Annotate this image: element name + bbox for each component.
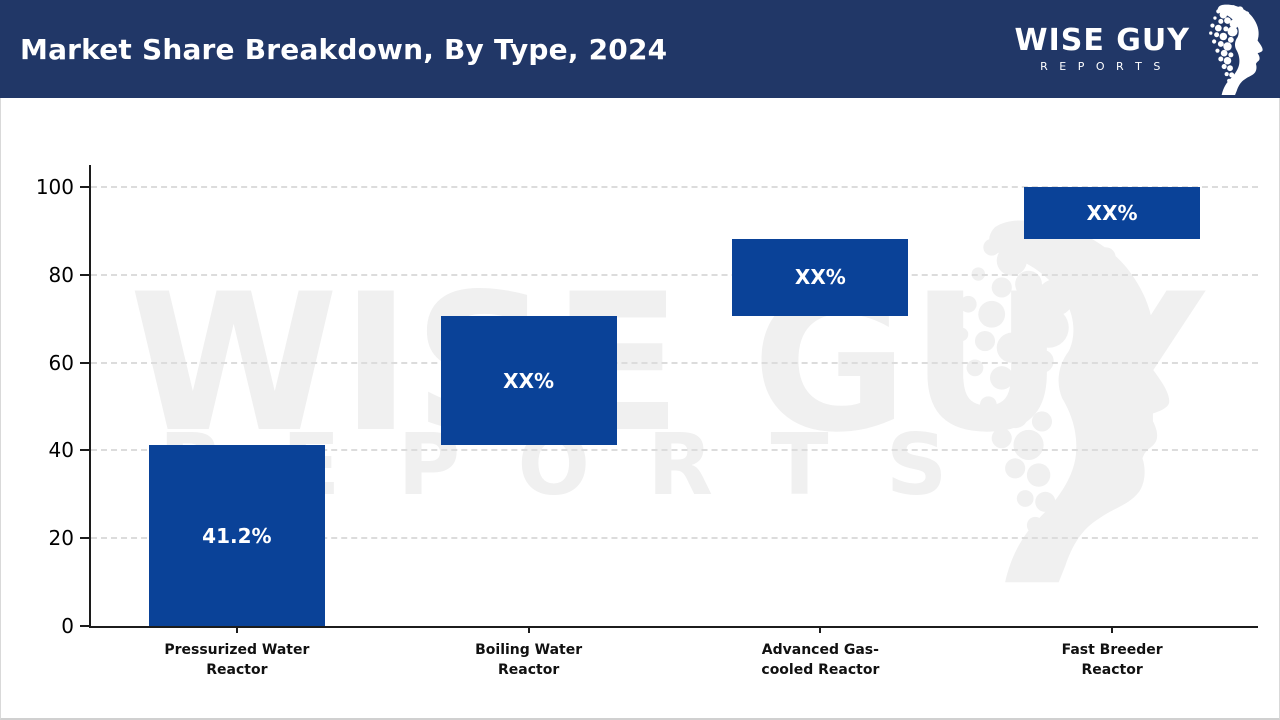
y-axis-tick-60 — [80, 361, 89, 364]
bar-segment-3: XX% — [732, 238, 909, 317]
y-axis-tick-20 — [80, 537, 89, 540]
y-axis-tick-100 — [80, 185, 89, 188]
logo-wordmark: WISE GUY — [1014, 23, 1190, 58]
x-category-label-4: Fast Breeder Reactor — [1061, 642, 1163, 679]
y-axis-tick-0 — [80, 625, 89, 627]
gridline-100 — [91, 185, 1258, 188]
x-axis-tick-3 — [819, 626, 822, 633]
plot-area: 0 20 40 60 80 100 41.2% Pressurized Water React… — [36, 165, 1258, 678]
y-axis-tick-label-60: 60 — [48, 350, 74, 375]
bar-value-label-2: XX% — [503, 368, 555, 393]
bar-value-label-1: 41.2% — [202, 523, 272, 548]
x-category-label-2: Boiling Water Reactor — [475, 642, 583, 679]
x-category-label-1: Pressurized Water Reactor — [164, 642, 310, 679]
y-axis-tick-40 — [80, 449, 89, 452]
x-axis-tick-2 — [527, 626, 530, 633]
y-axis-tick-label-20: 20 — [48, 526, 74, 551]
y-axis-tick-80 — [80, 273, 89, 276]
bar-segment-1: 41.2% — [148, 445, 325, 626]
logo-subtext: R E P O R T S — [1040, 60, 1165, 73]
bar-segment-4: XX% — [1024, 186, 1201, 239]
logo-text: WISE GUY R E P O R T S — [1014, 23, 1190, 73]
y-axis-tick-label-100: 100 — [35, 174, 74, 199]
y-axis-tick-label-80: 80 — [48, 262, 74, 287]
y-axis-tick-label-40: 40 — [48, 438, 74, 463]
page-title: Market Share Breakdown, By Type, 2024 — [20, 32, 668, 66]
wiseguy-face-icon — [1209, 4, 1263, 95]
chart-canvas: WISE GUY R E P O R T S 0 20 40 60 80 100 41.2%… — [0, 98, 1280, 720]
bar-value-label-3: XX% — [794, 265, 846, 290]
bar-value-label-4: XX% — [1086, 200, 1138, 225]
wiseguy-logo: WISE GUY R E P O R T S — [1014, 3, 1268, 95]
x-axis-tick-1 — [235, 626, 238, 633]
x-axis-tick-4 — [1111, 626, 1114, 633]
x-category-label-3: Advanced Gas- cooled Reactor — [761, 642, 880, 679]
header: Market Share Breakdown, By Type, 2024 WI… — [0, 0, 1280, 98]
gridline-80 — [91, 273, 1258, 276]
gridline-40 — [91, 449, 1258, 452]
gridline-20 — [91, 537, 1258, 540]
bar-segment-2: XX% — [440, 316, 617, 446]
y-axis-tick-label-0: 0 — [61, 614, 74, 638]
gridline-60 — [91, 361, 1258, 364]
